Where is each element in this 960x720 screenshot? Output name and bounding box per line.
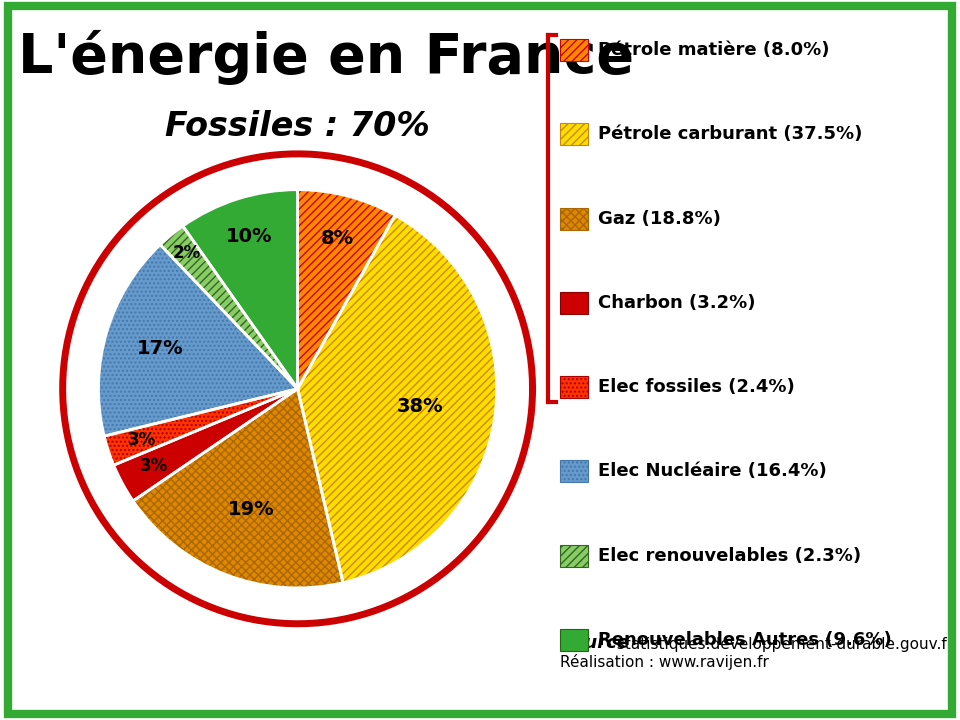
Wedge shape [99, 245, 298, 436]
FancyBboxPatch shape [560, 292, 588, 314]
Text: Pétrole carburant (37.5%): Pétrole carburant (37.5%) [598, 125, 862, 143]
Text: 10%: 10% [227, 228, 273, 246]
Text: Source: Source [560, 634, 630, 652]
Wedge shape [133, 389, 343, 588]
Text: 3%: 3% [129, 431, 156, 449]
Text: Elec Nucléaire (16.4%): Elec Nucléaire (16.4%) [598, 462, 827, 480]
Text: 3%: 3% [140, 457, 168, 475]
Text: Gaz (18.8%): Gaz (18.8%) [598, 210, 721, 228]
Wedge shape [298, 215, 496, 582]
FancyBboxPatch shape [560, 123, 588, 145]
FancyBboxPatch shape [560, 629, 588, 651]
Wedge shape [160, 226, 298, 389]
Text: statistiques.developpement-durable.gouv.fr: statistiques.developpement-durable.gouv.… [612, 637, 953, 652]
Text: 17%: 17% [136, 339, 183, 358]
Text: Elec renouvelables (2.3%): Elec renouvelables (2.3%) [598, 546, 861, 564]
Wedge shape [298, 189, 396, 389]
Text: L'énergie en France: L'énergie en France [18, 30, 634, 85]
Text: Elec fossiles (2.4%): Elec fossiles (2.4%) [598, 378, 795, 396]
Text: Fossiles : 70%: Fossiles : 70% [165, 110, 430, 143]
Wedge shape [105, 389, 298, 465]
FancyBboxPatch shape [560, 545, 588, 567]
Wedge shape [113, 389, 298, 501]
Wedge shape [182, 189, 298, 389]
Text: 38%: 38% [396, 397, 444, 415]
Text: Réalisation : www.ravijen.fr: Réalisation : www.ravijen.fr [560, 654, 769, 670]
FancyBboxPatch shape [560, 376, 588, 398]
FancyBboxPatch shape [560, 39, 588, 61]
Text: 8%: 8% [321, 229, 353, 248]
Text: Pétrole matière (8.0%): Pétrole matière (8.0%) [598, 41, 829, 59]
Text: 19%: 19% [228, 500, 274, 519]
Text: Charbon (3.2%): Charbon (3.2%) [598, 294, 756, 312]
Text: 2%: 2% [172, 244, 201, 262]
Text: Renouvelables Autres (9.6%): Renouvelables Autres (9.6%) [598, 631, 892, 649]
FancyBboxPatch shape [560, 460, 588, 482]
FancyBboxPatch shape [560, 207, 588, 230]
